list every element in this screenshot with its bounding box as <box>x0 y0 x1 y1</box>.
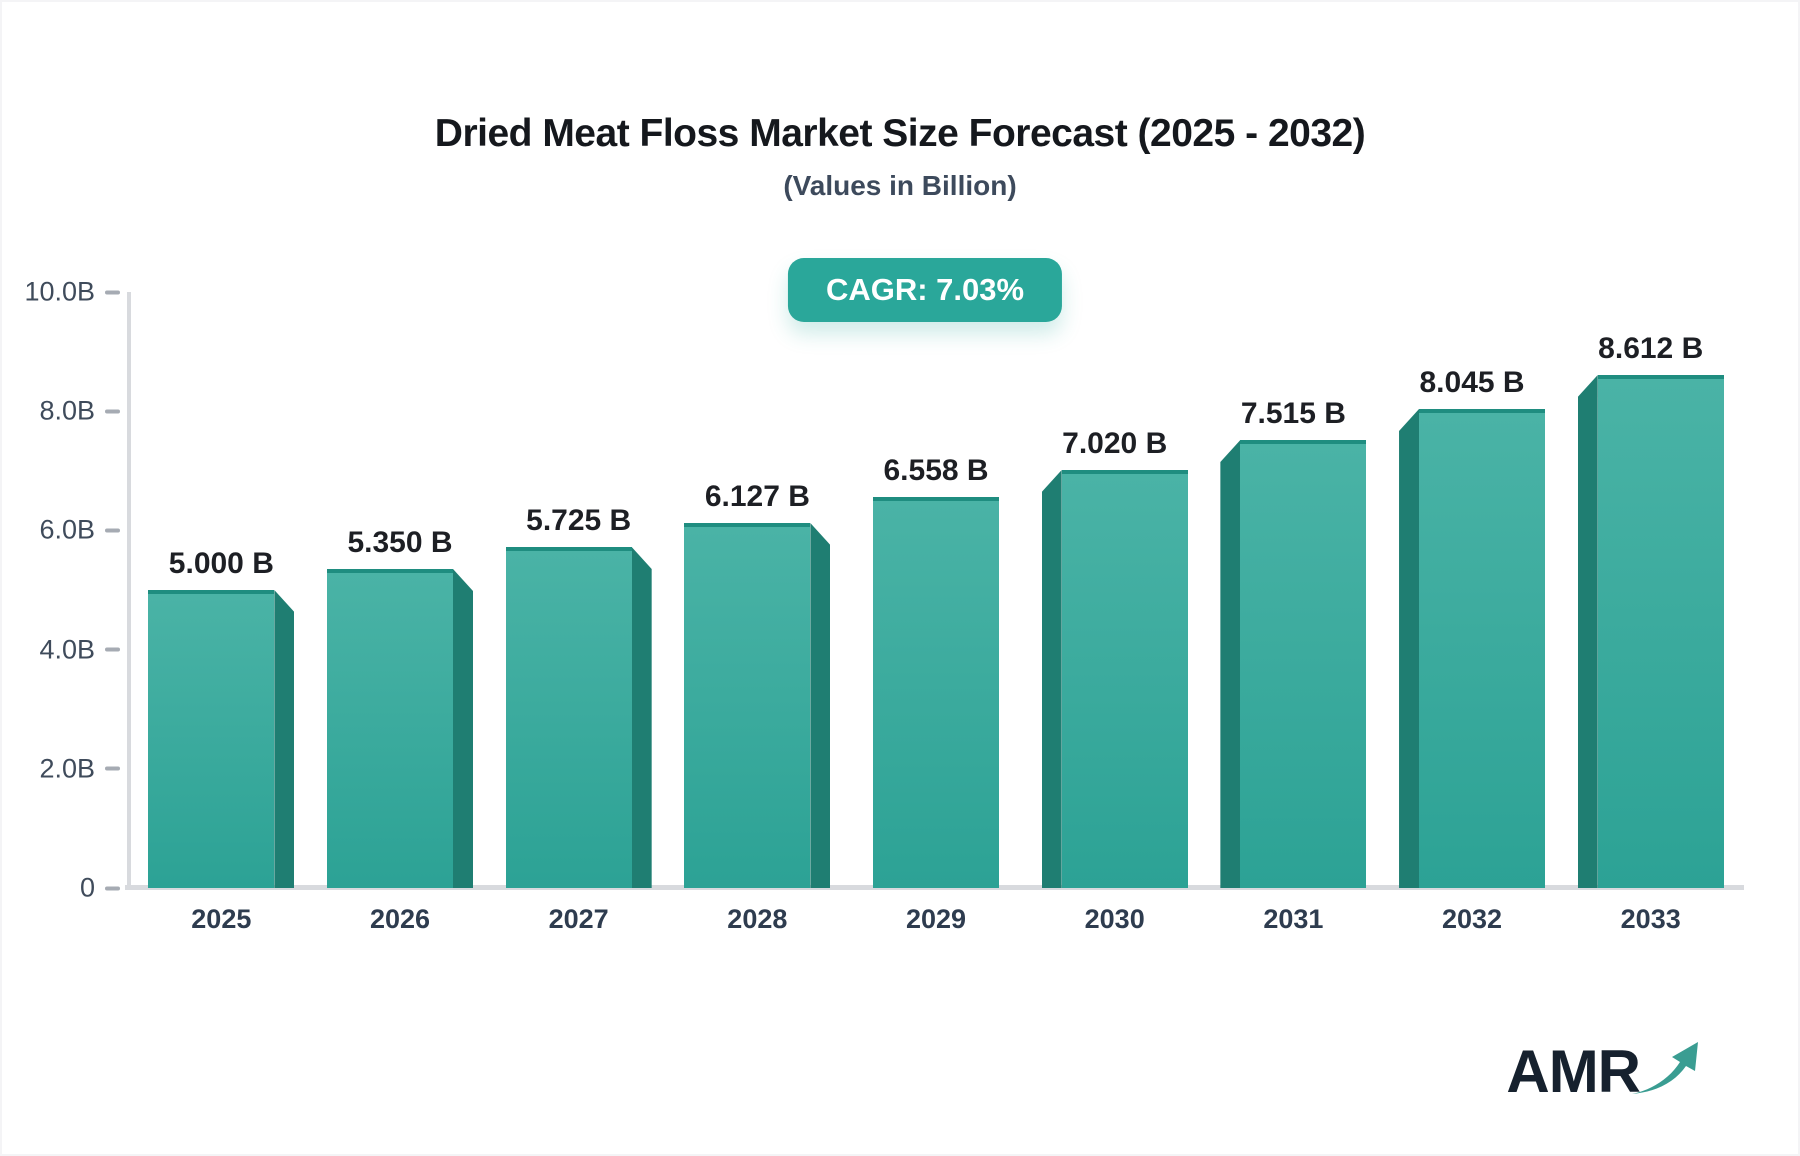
bar-slot: 5.000 B 2025 <box>132 248 311 934</box>
bar-side-face <box>1220 440 1241 888</box>
x-axis-label: 2030 <box>1084 904 1145 934</box>
y-tick: 6.0B <box>39 515 120 546</box>
y-tick: 10.0B <box>24 277 120 308</box>
bar-value-label: 5.350 B <box>347 526 453 559</box>
logo-text: AMR <box>1506 1038 1641 1105</box>
bar-value-label: 7.515 B <box>1240 397 1346 430</box>
bar-value-label: 6.558 B <box>883 454 989 487</box>
bar-side-face <box>810 523 831 888</box>
bar-slot: 6.127 B 2028 <box>668 248 847 934</box>
y-tick-label: 4.0B <box>39 634 95 665</box>
x-axis-label: 2026 <box>369 904 431 934</box>
bar-value-label: 6.127 B <box>704 480 810 513</box>
bar-front-face <box>1597 375 1724 888</box>
bar-front-face <box>1061 470 1188 888</box>
y-tick-mark <box>105 886 120 890</box>
bar-value-label: 8.045 B <box>1419 366 1525 399</box>
bar <box>1220 440 1367 888</box>
bars: 5.000 B 2025 5.350 B 2026 5.725 B 2027 6.127 B… <box>132 248 1740 934</box>
bar-side-face <box>1399 409 1420 888</box>
bar-slot: 6.558 B 2029 <box>847 248 1026 934</box>
bar-front-face <box>873 497 1000 888</box>
bar <box>327 569 473 888</box>
bar-front-face <box>1419 409 1546 888</box>
bar-value-label: 5.000 B <box>168 547 274 580</box>
bar <box>873 497 1000 888</box>
y-tick-label: 0 <box>79 872 95 903</box>
bar <box>1399 409 1546 888</box>
bar-front-face <box>684 523 811 888</box>
y-tick-label: 6.0B <box>39 514 95 545</box>
y-tick-label: 8.0B <box>39 395 95 426</box>
x-axis-label: 2031 <box>1263 904 1324 934</box>
y-tick: 0 <box>80 873 120 904</box>
bar-side-face <box>1041 470 1062 888</box>
y-tick-label: 2.0B <box>39 753 95 784</box>
bar-slot: 7.020 B 2030 <box>1025 248 1204 934</box>
x-axis-label: 2027 <box>548 904 609 934</box>
bar-slot: 8.612 B 2033 <box>1561 248 1740 934</box>
bar <box>684 523 831 888</box>
x-axis-label: 2032 <box>1441 904 1503 934</box>
x-axis-label: 2025 <box>191 904 252 934</box>
bar <box>1577 375 1724 888</box>
y-axis: 10.0B 8.0B 6.0B 4.0B 2.0B 0 <box>0 277 120 903</box>
bar <box>505 547 652 888</box>
bar-slot: 5.725 B 2027 <box>489 248 668 934</box>
bar-front-face <box>327 569 453 888</box>
bar-side-face <box>631 547 652 888</box>
bar-front-face <box>1240 440 1367 888</box>
y-tick-mark <box>105 766 120 771</box>
x-axis-label: 2033 <box>1620 904 1681 934</box>
bar-slot: 5.350 B 2026 <box>311 248 490 934</box>
bar <box>1041 470 1188 888</box>
bar-front-face <box>505 547 632 888</box>
y-tick: 2.0B <box>39 753 120 784</box>
growth-arrow-icon <box>1632 1042 1698 1094</box>
chart-subtitle: (Values in Billion) <box>783 170 1017 201</box>
y-tick-mark <box>105 409 120 414</box>
y-tick-mark <box>105 528 120 533</box>
bar-front-face <box>148 590 275 888</box>
amr-logo: AMR <box>1506 1040 1702 1102</box>
y-tick-mark <box>105 290 120 294</box>
cagr-badge: CAGR: 7.03% <box>787 258 1063 322</box>
bar <box>148 590 295 888</box>
chart-title: Dried Meat Floss Market Size Forecast (2… <box>434 112 1366 155</box>
bar-slot: 7.515 B 2031 <box>1204 248 1383 934</box>
y-axis-line <box>127 292 131 888</box>
x-axis-label: 2029 <box>905 904 967 934</box>
bar-value-label: 5.725 B <box>526 504 632 537</box>
y-tick: 8.0B <box>39 396 120 427</box>
x-axis-label: 2028 <box>727 904 788 934</box>
y-tick-mark <box>105 647 120 652</box>
bar-side-face <box>1577 375 1598 888</box>
bar-side-face <box>453 569 473 888</box>
y-tick: 4.0B <box>39 634 120 665</box>
bar-value-label: 8.612 B <box>1598 332 1704 365</box>
bar-slot: 8.045 B 2032 <box>1383 248 1562 934</box>
bar-side-face <box>274 590 295 888</box>
bar-value-label: 7.020 B <box>1062 427 1168 460</box>
y-tick-label: 10.0B <box>24 276 95 307</box>
